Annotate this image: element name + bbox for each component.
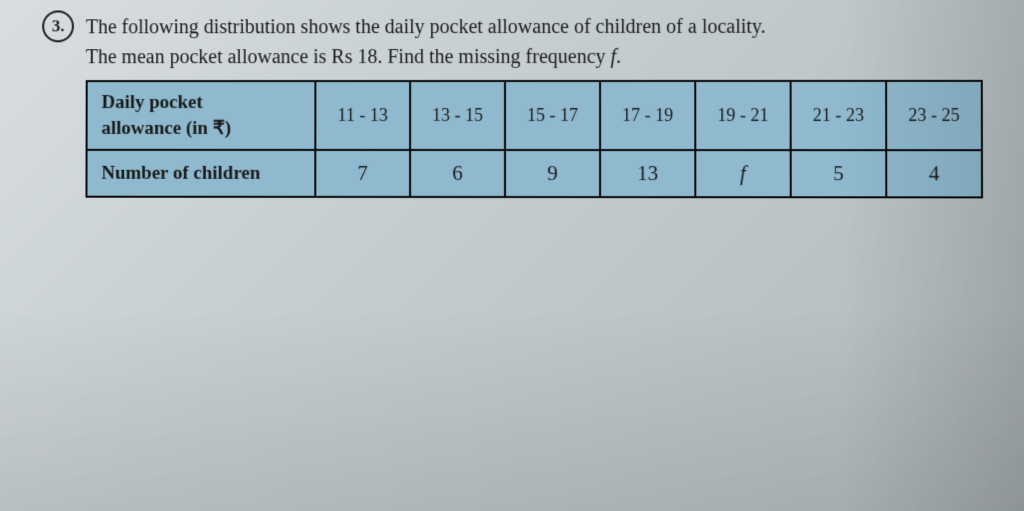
- frequency-cell: 4: [886, 150, 982, 197]
- interval-cell: 17 - 19: [600, 81, 695, 150]
- frequency-cell: 9: [505, 150, 600, 197]
- interval-cell: 23 - 25: [886, 81, 982, 151]
- question-text: The following distribution shows the dai…: [86, 12, 996, 73]
- header-line2-after: ): [225, 118, 231, 139]
- interval-cell: 21 - 23: [791, 81, 887, 151]
- frequency-cell: f: [695, 150, 790, 197]
- question-number-circle: 3.: [42, 10, 74, 42]
- question-block: 3. The following distribution shows the …: [42, 12, 996, 73]
- frequency-cell: 13: [600, 150, 695, 197]
- header-line2-before: allowance (in: [101, 118, 212, 139]
- cutoff-partial-text: [42, 10, 915, 11]
- header-line1: Daily pocket: [102, 92, 203, 113]
- question-line2-after: .: [616, 46, 621, 68]
- rupee-symbol: ₹: [213, 118, 225, 139]
- row-header-allowance: Daily pocket allowance (in ₹): [87, 81, 316, 150]
- question-line2: The mean pocket allowance is Rs 18. Find…: [86, 42, 996, 72]
- frequency-cell: 7: [315, 150, 410, 197]
- interval-cell: 13 - 15: [410, 81, 505, 150]
- interval-cell: 15 - 17: [505, 81, 600, 150]
- interval-cell: 11 - 13: [315, 81, 410, 150]
- frequency-table: Daily pocket allowance (in ₹) 11 - 13 13…: [85, 80, 983, 199]
- table-row: Daily pocket allowance (in ₹) 11 - 13 13…: [87, 81, 982, 151]
- interval-cell: 19 - 21: [695, 81, 790, 150]
- question-line2-before: The mean pocket allowance is Rs 18. Find…: [86, 46, 611, 68]
- frequency-cell: 5: [791, 150, 887, 197]
- frequency-cell: 6: [410, 150, 505, 197]
- table-row: Number of children 7 6 9 13 f 5 4: [86, 150, 982, 198]
- question-line1: The following distribution shows the dai…: [86, 12, 996, 43]
- row-header-children: Number of children: [86, 150, 315, 197]
- frequency-table-container: Daily pocket allowance (in ₹) 11 - 13 13…: [85, 80, 996, 199]
- frequency-variable-f: f: [740, 161, 746, 185]
- page-bottom-shadow: [0, 311, 1024, 511]
